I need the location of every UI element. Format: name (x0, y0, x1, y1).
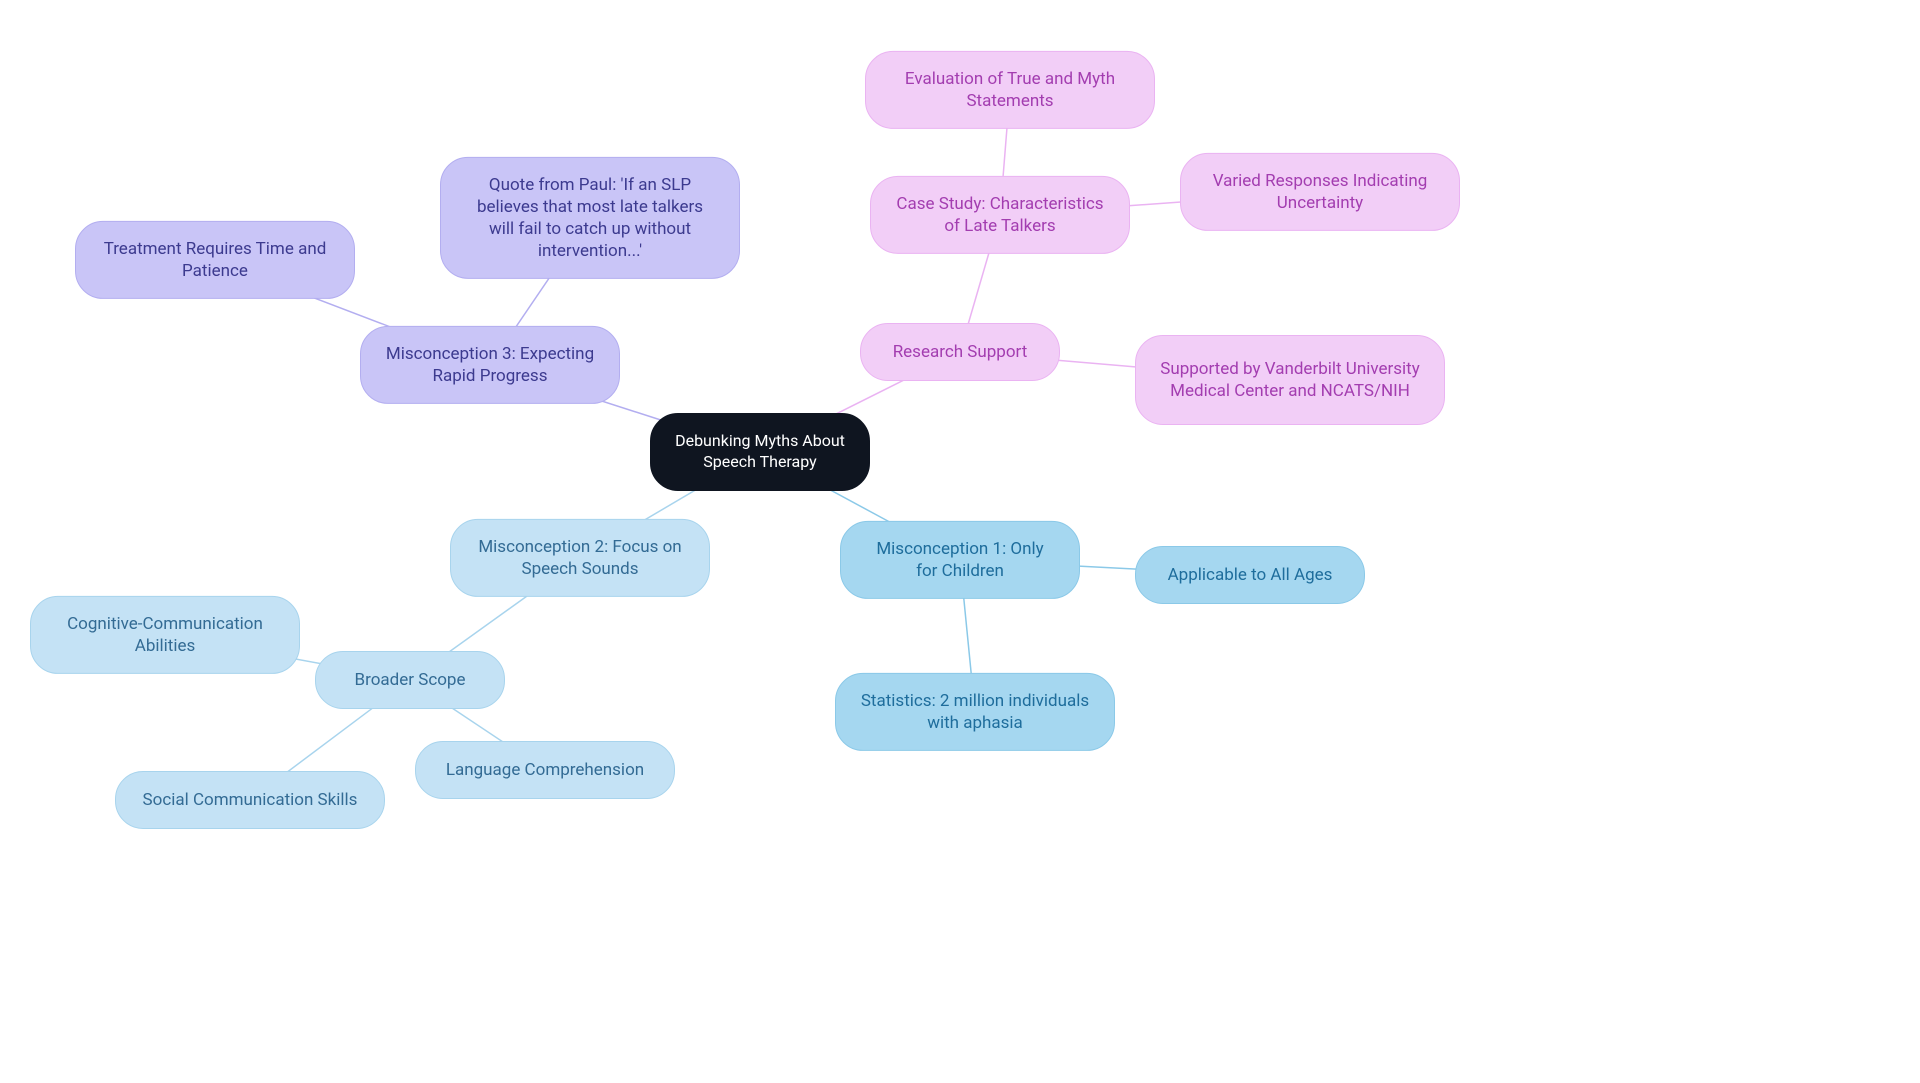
node-label: Misconception 2: Focus on Speech Sounds (475, 536, 685, 580)
mindmap-node-case-study: Case Study: Characteristics of Late Talk… (870, 176, 1130, 254)
mindmap-node-quote-paul: Quote from Paul: 'If an SLP believes tha… (440, 157, 740, 279)
mindmap-node-all-ages: Applicable to All Ages (1135, 546, 1365, 604)
node-label: Evaluation of True and Myth Statements (890, 68, 1130, 112)
node-label: Cognitive-Communication Abilities (55, 613, 275, 657)
mindmap-node-broader-scope: Broader Scope (315, 651, 505, 709)
node-label: Social Communication Skills (143, 789, 358, 811)
node-label: Varied Responses Indicating Uncertainty (1205, 170, 1435, 214)
node-label: Broader Scope (355, 669, 466, 691)
mindmap-node-misc2: Misconception 2: Focus on Speech Sounds (450, 519, 710, 597)
mindmap-node-time-patience: Treatment Requires Time and Patience (75, 221, 355, 299)
mindmap-node-lang-comp: Language Comprehension (415, 741, 675, 799)
mindmap-node-cog-comm: Cognitive-Communication Abilities (30, 596, 300, 674)
mindmap-node-social-comm: Social Communication Skills (115, 771, 385, 829)
mindmap-node-varied-responses: Varied Responses Indicating Uncertainty (1180, 153, 1460, 231)
mindmap-node-research: Research Support (860, 323, 1060, 381)
node-label: Applicable to All Ages (1168, 564, 1333, 586)
mindmap-node-misc3: Misconception 3: Expecting Rapid Progres… (360, 326, 620, 404)
mindmap-node-stats-aphasia: Statistics: 2 million individuals with a… (835, 673, 1115, 751)
node-label: Case Study: Characteristics of Late Talk… (895, 193, 1105, 237)
mindmap-node-vanderbilt: Supported by Vanderbilt University Medic… (1135, 335, 1445, 425)
node-label: Quote from Paul: 'If an SLP believes tha… (465, 174, 715, 262)
mindmap-node-eval-true-myth: Evaluation of True and Myth Statements (865, 51, 1155, 129)
node-label: Treatment Requires Time and Patience (100, 238, 330, 282)
node-label: Language Comprehension (446, 759, 644, 781)
node-label: Misconception 3: Expecting Rapid Progres… (385, 343, 595, 387)
node-label: Research Support (893, 341, 1028, 363)
node-label: Debunking Myths About Speech Therapy (675, 431, 845, 473)
mindmap-node-misc1: Misconception 1: Only for Children (840, 521, 1080, 599)
mindmap-node-root: Debunking Myths About Speech Therapy (650, 413, 870, 491)
node-label: Statistics: 2 million individuals with a… (860, 690, 1090, 734)
node-label: Supported by Vanderbilt University Medic… (1160, 358, 1420, 402)
node-label: Misconception 1: Only for Children (865, 538, 1055, 582)
